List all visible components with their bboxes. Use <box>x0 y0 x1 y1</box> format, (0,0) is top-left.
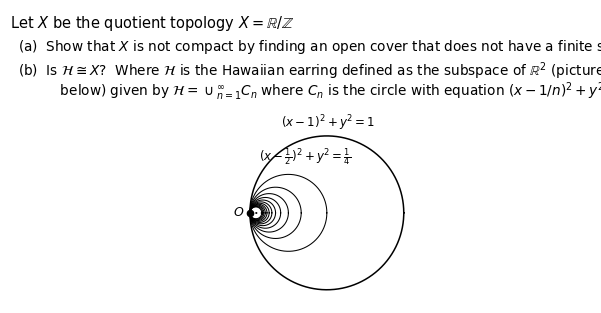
Text: below) given by $\mathcal{H} = \cup_{n=1}^{\infty} C_n$ where $C_n$ is the circl: below) given by $\mathcal{H} = \cup_{n=1… <box>34 80 601 103</box>
Text: $O$: $O$ <box>233 206 245 219</box>
Text: $(x - \frac{1}{2})^2 + y^2 = \frac{1}{4}$: $(x - \frac{1}{2})^2 + y^2 = \frac{1}{4}… <box>259 146 352 168</box>
Text: (a)  Show that $X$ is not compact by finding an open cover that does not have a : (a) Show that $X$ is not compact by find… <box>18 38 601 56</box>
Text: (b)  Is $\mathcal{H} \cong X$?  Where $\mathcal{H}$ is the Hawaiian earring defi: (b) Is $\mathcal{H} \cong X$? Where $\ma… <box>18 60 601 82</box>
Text: $(x-1)^2 + y^2 = 1$: $(x-1)^2 + y^2 = 1$ <box>281 113 376 133</box>
Text: Let $X$ be the quotient topology $X = \mathbb{R}/\mathbb{Z}$: Let $X$ be the quotient topology $X = \m… <box>10 14 294 33</box>
